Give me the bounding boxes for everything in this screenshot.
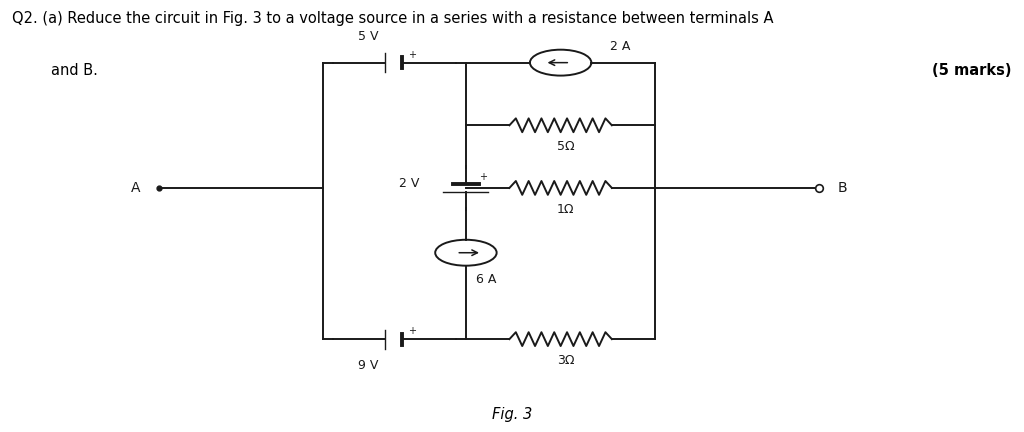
Text: A: A — [131, 181, 140, 195]
Text: (5 marks): (5 marks) — [932, 63, 1012, 78]
Text: 5Ω: 5Ω — [557, 140, 574, 153]
Text: Q2. (a) Reduce the circuit in Fig. 3 to a voltage source in a series with a resi: Q2. (a) Reduce the circuit in Fig. 3 to … — [12, 11, 774, 26]
Text: 9 V: 9 V — [358, 359, 379, 372]
Text: 6 A: 6 A — [476, 273, 497, 286]
Text: 3Ω: 3Ω — [557, 354, 574, 367]
Text: +: + — [408, 326, 416, 337]
Text: Fig. 3: Fig. 3 — [492, 407, 532, 422]
Text: 2 A: 2 A — [610, 40, 630, 53]
Text: B: B — [838, 181, 847, 195]
Text: +: + — [408, 50, 416, 60]
Text: 1Ω: 1Ω — [557, 203, 574, 216]
Text: 5 V: 5 V — [358, 30, 379, 43]
Text: and B.: and B. — [51, 63, 98, 78]
Text: 2 V: 2 V — [399, 177, 420, 190]
Text: +: + — [479, 172, 487, 182]
